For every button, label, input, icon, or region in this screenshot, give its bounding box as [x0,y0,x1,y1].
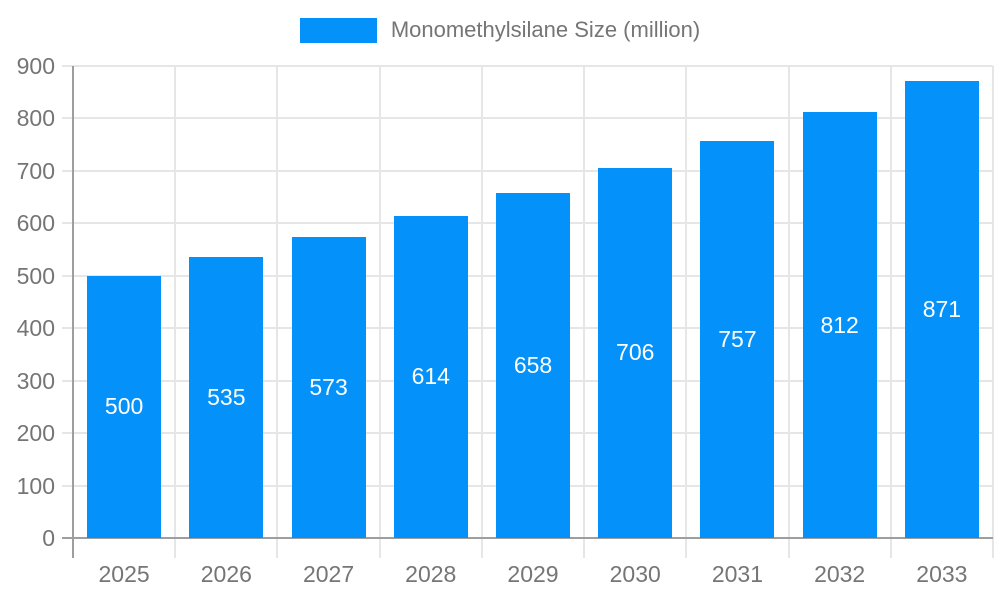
x-axis-tick-label: 2027 [302,561,355,587]
y-axis-tick-label: 500 [16,262,55,289]
v-gridline [378,66,381,558]
legend-label: Monomethylsilane Size (million) [390,17,701,42]
v-gridline [889,66,892,558]
h-gridline [62,65,993,67]
x-axis-tick-label: 2032 [814,561,866,587]
legend: Monomethylsilane Size (million) [0,14,1000,46]
x-axis-tick-label: 2031 [711,561,764,587]
h-gridline [62,169,993,172]
y-axis-tick-label: 300 [16,367,55,394]
bar[interactable]: 812 [802,112,877,538]
bar-value-label: 871 [922,296,962,323]
y-axis-tick-label: 900 [16,53,55,79]
bar[interactable]: 573 [291,237,366,538]
x-axis-tick-label: 2030 [609,561,661,587]
x-axis-tick-label: 2025 [98,561,150,587]
x-axis-tick-label: 2029 [507,561,559,587]
bar-value-label: 614 [411,363,450,390]
v-gridline [480,66,483,558]
v-gridline [992,66,994,558]
y-axis-tick-label: 800 [16,105,55,132]
bar[interactable]: 658 [496,192,570,538]
h-gridline [62,117,993,120]
bar-value-label: 757 [718,325,757,352]
bar-value-label: 706 [616,339,655,366]
v-gridline [174,66,177,558]
v-gridline [787,66,790,558]
bar[interactable]: 500 [87,275,162,538]
bar-value-label: 535 [207,384,246,411]
x-axis-tick-label: 2026 [200,561,252,587]
legend-item[interactable]: Monomethylsilane Size (million) [299,17,701,43]
y-axis-line [72,66,74,558]
v-gridline [685,66,688,558]
y-axis-tick-label: 700 [16,157,55,184]
bar[interactable]: 706 [598,167,673,538]
bar[interactable]: 614 [393,215,468,538]
bar-value-label: 812 [820,311,859,338]
y-axis-tick-label: 100 [16,472,55,499]
bar-value-label: 573 [309,374,348,401]
bar-value-label: 500 [104,393,144,420]
bar[interactable]: 535 [189,257,264,538]
y-axis-tick-label: 200 [16,420,55,447]
x-axis-tick-label: 2033 [916,561,968,587]
plot-area: 0 100 200 300 400 500 600 700 800 900 500 2025 535 20… [17,53,994,587]
x-axis-tick-label: 2028 [405,561,457,587]
x-axis-line [62,537,993,539]
legend-swatch-icon [299,17,377,43]
y-axis-tick-label: 600 [16,210,55,237]
bar[interactable]: 757 [700,140,775,538]
y-axis-tick-label: 400 [16,315,55,342]
v-gridline [276,66,279,558]
bar[interactable]: 871 [904,81,979,538]
y-axis-tick-label: 0 [42,525,55,551]
v-gridline [583,66,586,558]
bar-value-label: 658 [513,351,553,378]
